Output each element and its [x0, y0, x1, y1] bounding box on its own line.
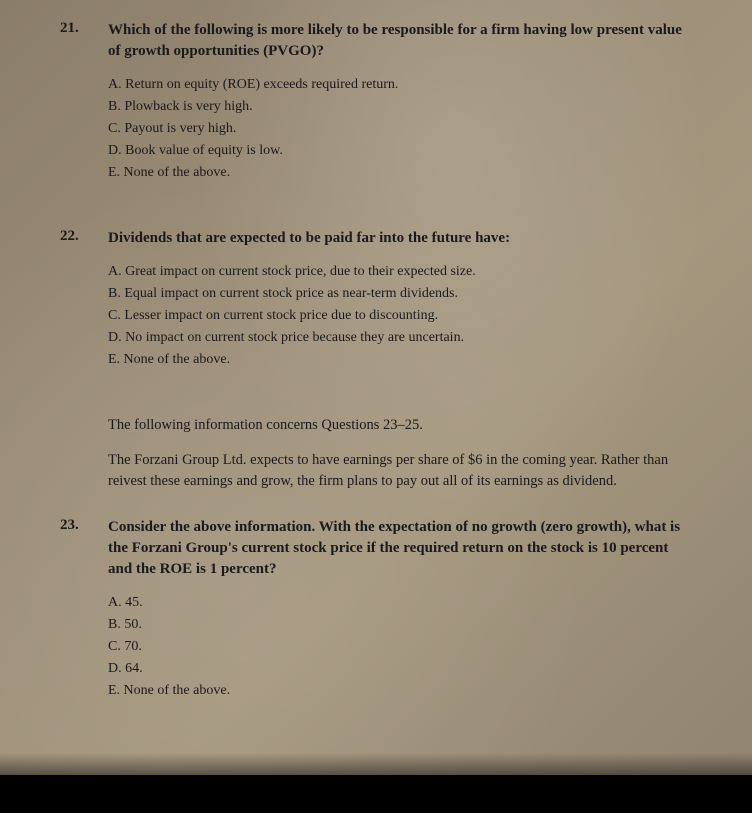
question-text: Which of the following is more likely to… — [108, 20, 692, 62]
option-e: E. None of the above. — [108, 349, 692, 370]
document-page: 21. Which of the following is more likel… — [0, 20, 752, 701]
option-d: D. Book value of equity is low. — [108, 140, 692, 161]
info-block: The following information concerns Quest… — [108, 415, 692, 492]
option-a: A. Return on equity (ROE) exceeds requir… — [108, 74, 692, 95]
question-number: 22. — [60, 228, 108, 245]
option-d: D. 64. — [108, 658, 692, 679]
question-text: Consider the above information. With the… — [108, 517, 692, 580]
option-e: E. None of the above. — [108, 162, 692, 183]
option-d: D. No impact on current stock price beca… — [108, 327, 692, 348]
option-e: E. None of the above. — [108, 680, 692, 701]
option-b: B. 50. — [108, 614, 692, 635]
option-b: B. Plowback is very high. — [108, 96, 692, 117]
bottom-bar — [0, 775, 752, 813]
option-a: A. Great impact on current stock price, … — [108, 261, 692, 282]
shadow-edge — [0, 753, 752, 775]
option-c: C. Lesser impact on current stock price … — [108, 305, 692, 326]
question-header: 21. Which of the following is more likel… — [60, 20, 692, 62]
question-23: 23. Consider the above information. With… — [60, 517, 692, 701]
option-a: A. 45. — [108, 592, 692, 613]
option-c: C. 70. — [108, 636, 692, 657]
option-c: C. Payout is very high. — [108, 118, 692, 139]
question-header: 22. Dividends that are expected to be pa… — [60, 228, 692, 249]
options-list: A. 45. B. 50. C. 70. D. 64. E. None of t… — [108, 592, 692, 701]
options-list: A. Return on equity (ROE) exceeds requir… — [108, 74, 692, 183]
options-list: A. Great impact on current stock price, … — [108, 261, 692, 370]
question-21: 21. Which of the following is more likel… — [60, 20, 692, 183]
info-heading: The following information concerns Quest… — [108, 415, 692, 436]
question-22: 22. Dividends that are expected to be pa… — [60, 228, 692, 370]
question-header: 23. Consider the above information. With… — [60, 517, 692, 580]
question-number: 23. — [60, 517, 108, 534]
option-b: B. Equal impact on current stock price a… — [108, 283, 692, 304]
info-paragraph: The Forzani Group Ltd. expects to have e… — [108, 450, 692, 492]
question-text: Dividends that are expected to be paid f… — [108, 228, 692, 249]
question-number: 21. — [60, 20, 108, 37]
